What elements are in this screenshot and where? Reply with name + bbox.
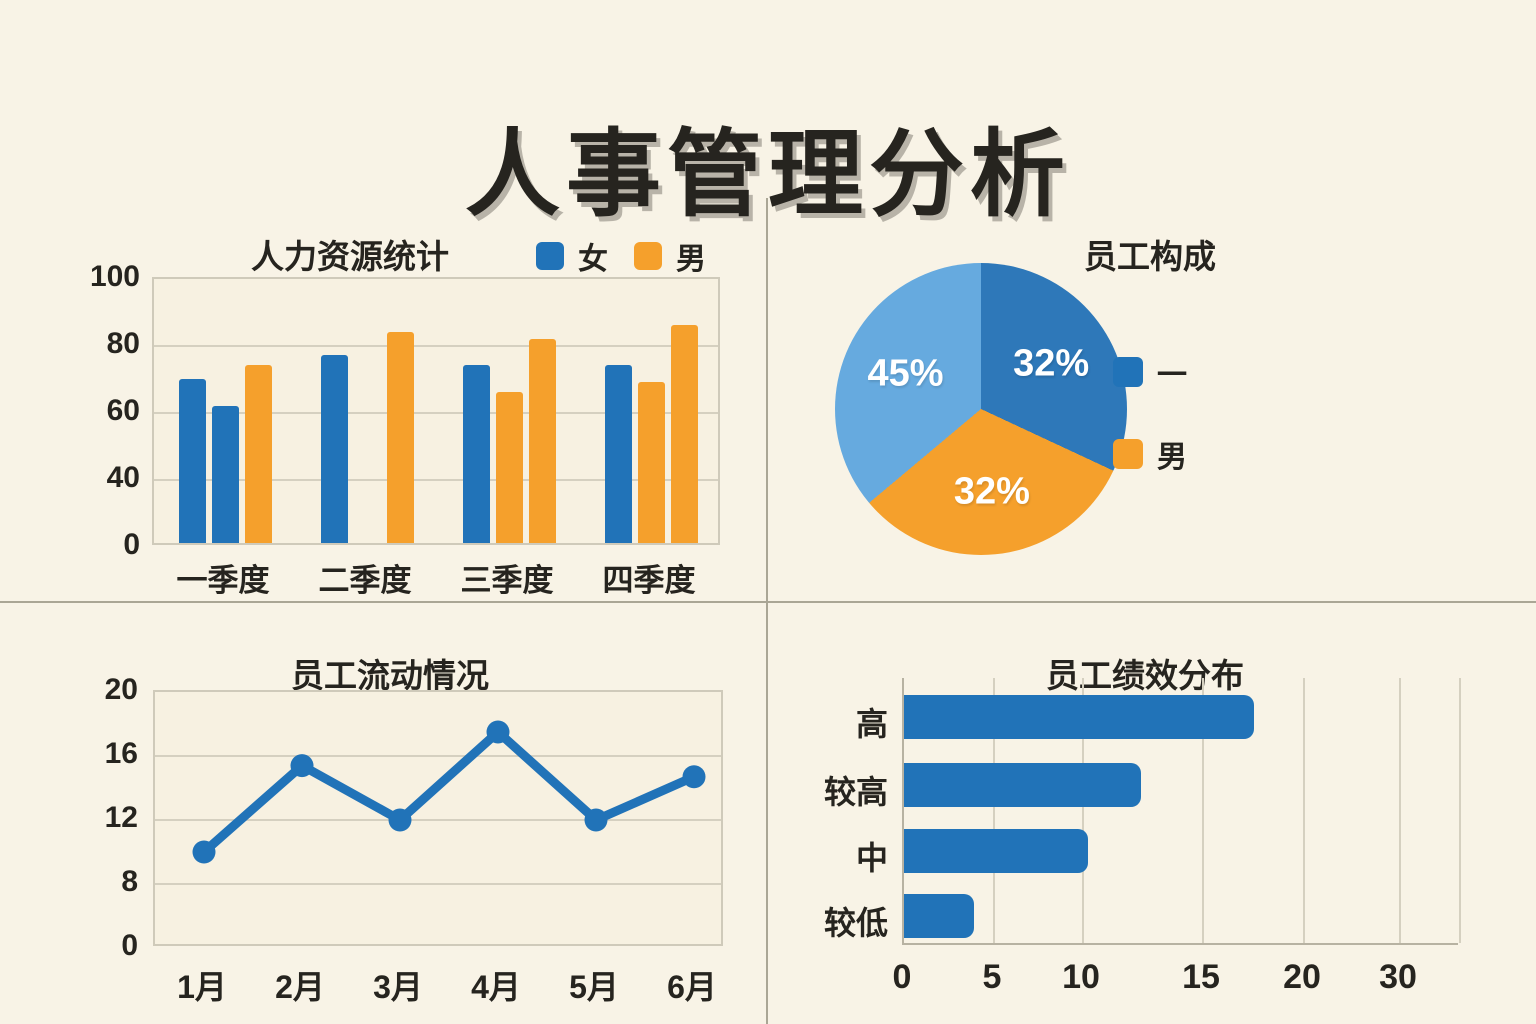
legend-item: 一 [1113,350,1187,394]
bar [604,365,632,543]
legend-item: 男 [634,234,706,278]
gridline [1082,678,1084,943]
gridline [155,755,721,757]
gridline [154,412,718,414]
bar [904,829,1088,873]
bar-chart-plot [152,277,720,545]
x-tick-label: 2月 [275,969,325,1005]
x-tick-label: 四季度 [602,563,696,598]
category-label: 较低 [823,905,888,941]
gridline [1399,678,1401,943]
bar [386,331,414,543]
gridline [1303,678,1305,943]
x-tick-label: 1月 [177,969,227,1005]
x-tick-label: 20 [1283,958,1321,996]
bar [528,338,556,543]
pie-slice-label: 32% [1013,342,1090,385]
bar [904,695,1254,739]
x-tick-label: 3月 [373,969,423,1005]
x-tick-label: 二季度 [318,563,412,598]
gridline [155,819,721,821]
data-point [192,840,216,864]
bar-chart-legend: 女男 [536,234,706,278]
y-tick-label: 8 [121,865,138,898]
legend-item: 女 [536,234,608,278]
y-tick-label: 100 [89,260,140,293]
gridline [155,883,721,885]
pie-chart [835,263,1127,555]
line-path [199,727,699,857]
legend-swatch [1113,439,1143,469]
x-tick-label: 10 [1062,958,1100,996]
data-point [388,808,412,832]
x-tick-label: 一季度 [176,563,270,598]
y-tick-label: 20 [104,673,138,706]
y-tick-label: 80 [106,327,140,360]
x-tick-label: 三季度 [460,563,554,598]
legend-swatch [634,242,662,270]
y-tick-label: 12 [104,801,138,834]
x-tick-label: 5月 [569,969,619,1005]
category-label: 高 [855,706,888,742]
hbar-chart-title: 员工绩效分布 [1046,657,1244,695]
category-label: 较高 [823,774,888,810]
category-label: 中 [855,840,888,876]
x-tick-label: 4月 [471,969,521,1005]
page-title: 人事管理分析 [464,121,1071,228]
data-point [682,765,706,789]
bar [495,392,523,543]
bar [462,365,490,543]
horizontal-divider [0,601,1536,603]
bar [904,894,975,938]
line-series [192,720,706,864]
gridline [154,345,718,347]
pie-slice-label: 32% [953,470,1030,512]
gridline [1202,678,1204,943]
legend-swatch [536,242,564,270]
bar [244,365,272,543]
y-tick-label: 0 [123,528,140,561]
y-tick-label: 60 [106,394,140,427]
legend-item-label: 一 [1157,359,1187,392]
line-chart-plot [153,690,723,946]
bar [904,763,1141,807]
bar-chart-title: 人力资源统计 [251,238,449,276]
legend-item-label: 男 [1157,441,1187,474]
line-chart-title: 员工流动情况 [291,657,489,695]
bar [178,378,206,543]
data-point [486,720,510,744]
legend-swatch [1113,357,1143,387]
pie-chart-legend: 一男 [1113,350,1187,476]
vertical-divider [766,198,768,1024]
y-tick-label: 16 [104,737,138,770]
bar [637,382,665,543]
data-point [290,754,314,778]
bar [670,325,698,543]
gridline [1459,678,1461,943]
gridline [154,479,718,481]
y-tick-label: 40 [106,461,140,494]
x-tick-label: 6月 [667,969,717,1005]
hbar-chart-plot [902,678,1461,945]
pie-slice-label: 45% [867,352,944,395]
legend-item-label: 女 [578,243,608,276]
pie-chart-title: 员工构成 [1084,238,1216,276]
y-tick-label: 0 [121,929,138,962]
x-tick-label: 30 [1379,958,1417,996]
legend-item-label: 男 [676,243,706,276]
data-point [584,808,608,832]
legend-item: 男 [1113,432,1187,476]
x-tick-label: 15 [1182,958,1220,996]
x-tick-label: 5 [982,958,1002,996]
x-tick-label: 0 [892,958,912,996]
bar [211,405,239,543]
bar [320,355,348,543]
gridline [993,678,995,943]
